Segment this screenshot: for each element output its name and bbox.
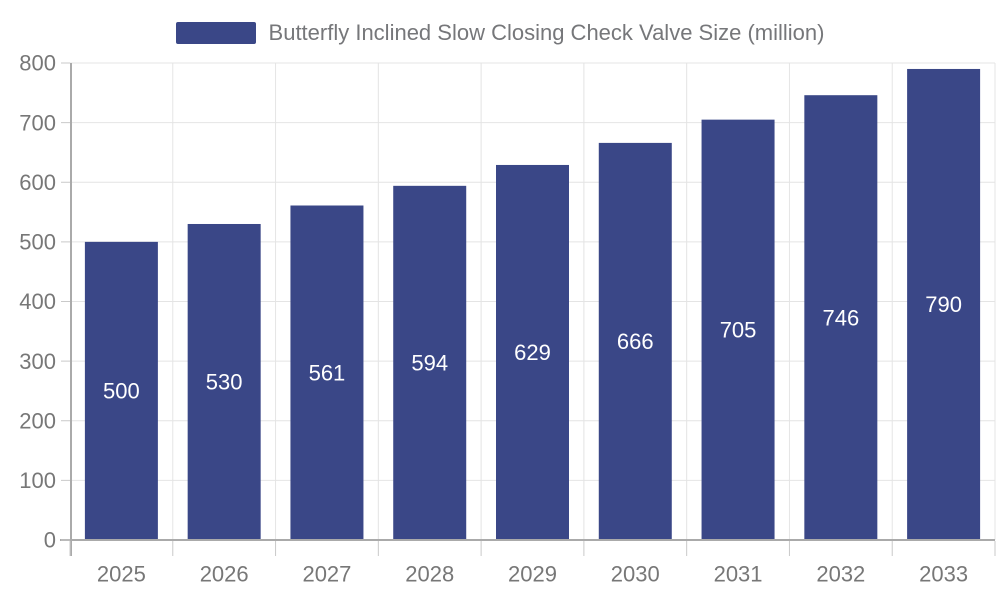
y-axis-label-500: 500: [19, 230, 56, 255]
bar-value-label-2033: 790: [925, 292, 962, 317]
bar-value-label-2029: 629: [514, 340, 551, 365]
bar-2030[interactable]: [598, 142, 672, 540]
chart-legend-item[interactable]: Butterfly Inclined Slow Closing Check Va…: [0, 18, 1000, 48]
bar-value-label-2026: 530: [206, 370, 243, 395]
x-axis-label-2026: 2026: [200, 562, 249, 587]
x-axis-label-2025: 2025: [97, 562, 146, 587]
bar-value-label-2025: 500: [103, 379, 140, 404]
x-axis-label-2027: 2027: [302, 562, 351, 587]
y-axis-label-200: 200: [19, 408, 56, 433]
bar-2025[interactable]: [84, 241, 158, 540]
x-axis-label-2029: 2029: [508, 562, 557, 587]
y-axis-label-700: 700: [19, 110, 56, 135]
y-axis-label-0: 0: [44, 528, 56, 553]
bar-2026[interactable]: [187, 223, 261, 541]
y-axis-label-100: 100: [19, 468, 56, 493]
y-axis-label-300: 300: [19, 349, 56, 374]
bar-value-label-2027: 561: [309, 360, 346, 385]
x-axis-label-2030: 2030: [611, 562, 660, 587]
bar-2033[interactable]: [907, 68, 981, 541]
bar-2032[interactable]: [804, 95, 878, 540]
bar-value-label-2028: 594: [411, 351, 448, 376]
bar-value-label-2030: 666: [617, 329, 654, 354]
bar-2029[interactable]: [496, 164, 569, 541]
legend-color-swatch: [175, 22, 256, 44]
x-axis-label-2031: 2031: [714, 562, 763, 587]
bar-2027[interactable]: [290, 205, 364, 540]
y-axis-label-800: 800: [19, 51, 56, 76]
x-axis-label-2033: 2033: [919, 562, 968, 587]
bar-value-label-2032: 746: [822, 305, 859, 330]
bar-value-label-2031: 705: [720, 318, 757, 343]
legend-label: Butterfly Inclined Slow Closing Check Va…: [268, 20, 825, 45]
y-axis-label-600: 600: [19, 170, 56, 195]
x-axis-label-2032: 2032: [816, 562, 865, 587]
x-axis-label-2028: 2028: [405, 562, 454, 587]
bar-2028[interactable]: [393, 185, 467, 540]
bar-2031[interactable]: [701, 119, 775, 541]
y-axis-label-400: 400: [19, 289, 56, 314]
